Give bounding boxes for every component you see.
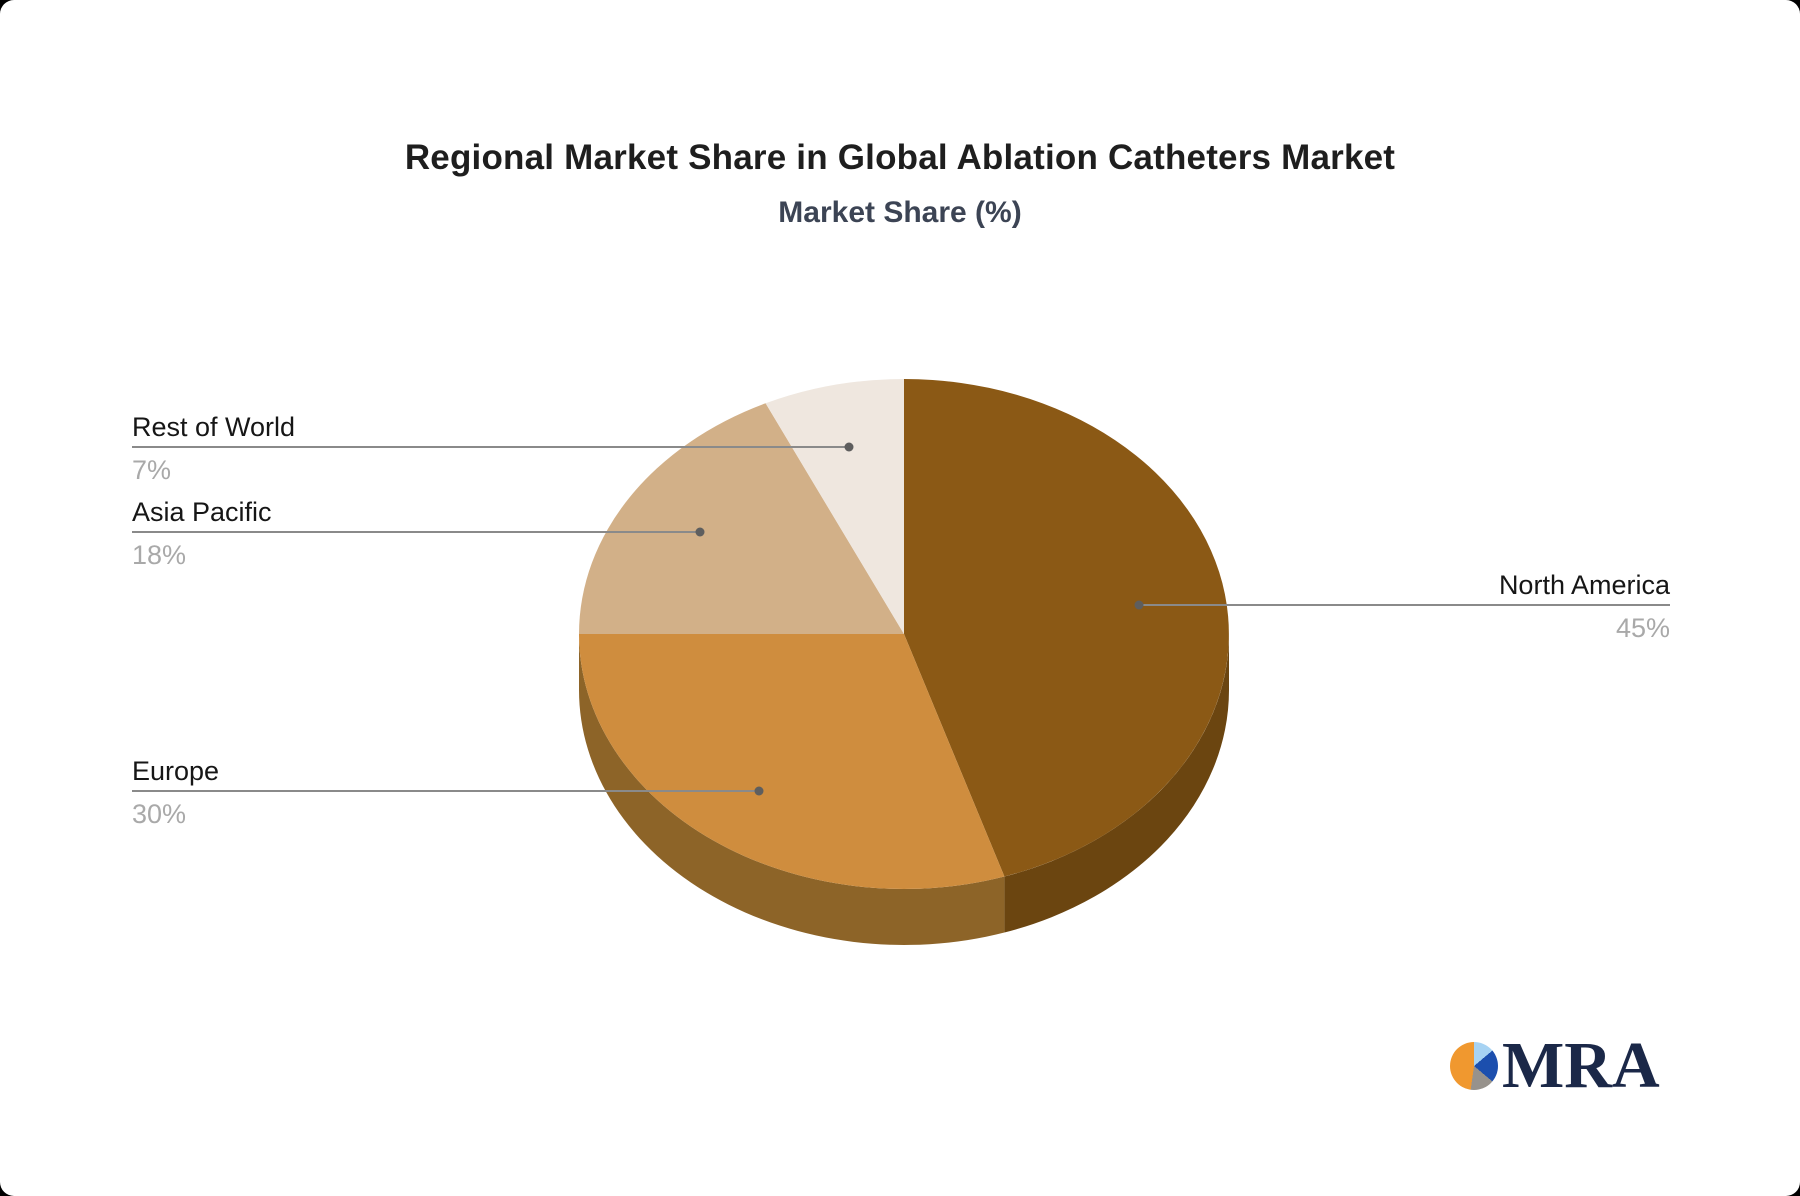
mra-logo-text: MRA: [1502, 1029, 1660, 1102]
leader-dot-europe: [754, 786, 764, 796]
chart-title: Regional Market Share in Global Ablation…: [404, 138, 1396, 177]
leader-dot-asia-pacific: [695, 527, 705, 537]
callout-lines: [132, 446, 1670, 792]
slice-label: Europe: [132, 756, 220, 786]
callout-dots: [695, 442, 1144, 796]
callout-asia-pacific: Asia Pacific: [132, 496, 272, 528]
callout-rest-of-world: Rest of World: [132, 411, 295, 443]
leader-dot-rest-of-world: [844, 442, 854, 452]
callout-europe: Europe: [132, 755, 219, 787]
slice-label: North America: [1498, 570, 1670, 600]
callout-asia-pacific-pct: 18%: [132, 539, 186, 571]
callout-rest-of-world-pct: 7%: [132, 454, 171, 486]
leader-dot-north-america: [1134, 600, 1144, 610]
callout-europe-pct: 30%: [132, 798, 186, 830]
slice-label: Rest of World: [132, 412, 296, 442]
mra-logo[interactable]: MRA: [1450, 1029, 1660, 1102]
slice-percent: 18%: [132, 540, 187, 570]
pie-slice-europe[interactable]: [579, 634, 1005, 889]
slice-percent: 30%: [132, 799, 187, 829]
pie-side-north-america: [1004, 634, 1229, 933]
pie-slice-rest-of-world[interactable]: [765, 379, 904, 634]
pie-slice-asia-pacific[interactable]: [579, 403, 904, 634]
mra-pie-icon: [1450, 1042, 1498, 1090]
callout-north-america-pct: 45%: [1616, 612, 1670, 644]
pie-side-europe: [579, 634, 1005, 945]
chart-subtitle: Market Share (%): [778, 196, 1022, 229]
slice-percent: 7%: [132, 455, 172, 485]
callout-north-america: North America: [1499, 569, 1670, 601]
pie-slice-north-america[interactable]: [904, 379, 1229, 877]
slice-percent: 45%: [1615, 613, 1670, 643]
slice-label: Asia Pacific: [132, 497, 272, 527]
